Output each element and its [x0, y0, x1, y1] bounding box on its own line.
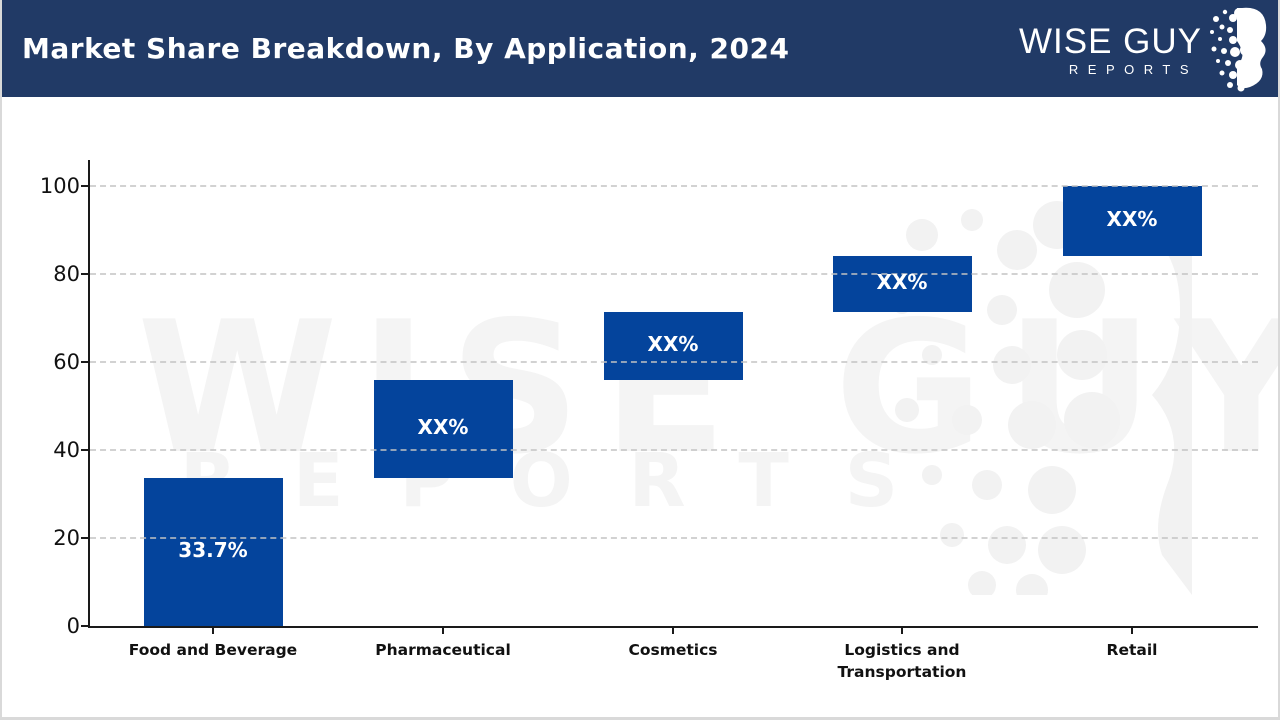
x-tick-mark [212, 628, 214, 634]
watermark-text-reports: REPORTS [180, 438, 955, 524]
watermark-face-dots [893, 201, 1192, 595]
dotted-face-profile-icon [1210, 7, 1267, 92]
bar-food-and-beverage [143, 477, 283, 626]
y-tick-mark [81, 449, 88, 451]
chart-title: Market Share Breakdown, By Application, … [22, 32, 790, 65]
bar-value-label: XX% [1106, 206, 1158, 231]
y-tick-mark [81, 361, 88, 363]
bar-retail [1062, 186, 1202, 256]
wiseguy-logo: WISE GUY REPORTS [1019, 0, 1270, 97]
logo-text-reports: REPORTS [1068, 62, 1198, 77]
x-tick-mark [672, 628, 674, 634]
y-tick-label: 0 [66, 614, 80, 638]
x-category-label: Logistics and Transportation [837, 641, 967, 681]
x-category-label: Cosmetics [628, 641, 718, 659]
bar-value-label: XX% [647, 331, 699, 356]
logo-text-wise-guy: WISE GUY [1018, 22, 1202, 61]
bar-logistics-and-transportation [832, 255, 972, 312]
y-tick-label: 100 [39, 174, 80, 198]
y-tick-mark [81, 625, 88, 627]
y-axis-line [88, 160, 90, 628]
x-category-label: Retail [1106, 641, 1158, 659]
x-tick-mark [442, 628, 444, 634]
gridline [90, 449, 1258, 451]
bar-value-label: XX% [876, 269, 928, 294]
y-tick-label: 80 [53, 262, 80, 286]
x-category-label: Food and Beverage [128, 641, 298, 659]
plot-area: 0 20 40 60 80 100 33.7% Food and Beverage XX% Pha… [2, 97, 1278, 717]
bar-pharmaceutical [373, 379, 513, 478]
gridline [90, 537, 1258, 539]
x-tick-mark [1131, 628, 1133, 634]
y-tick-label: 20 [53, 526, 80, 550]
y-tick-mark [81, 537, 88, 539]
bar-cosmetics [603, 311, 743, 380]
gridline [90, 361, 1258, 363]
y-tick-mark [81, 185, 88, 187]
gridline [90, 185, 1258, 187]
y-tick-label: 60 [53, 350, 80, 374]
header-bar: Market Share Breakdown, By Application, … [2, 0, 1278, 97]
y-tick-mark [81, 273, 88, 275]
bar-value-label: XX% [417, 414, 469, 439]
y-tick-label: 40 [53, 438, 80, 462]
gridline [90, 273, 1258, 275]
x-axis-line [88, 626, 1258, 628]
x-tick-mark [901, 628, 903, 634]
x-category-label: Pharmaceutical [375, 641, 511, 659]
bar-value-label: 33.7% [178, 537, 248, 562]
